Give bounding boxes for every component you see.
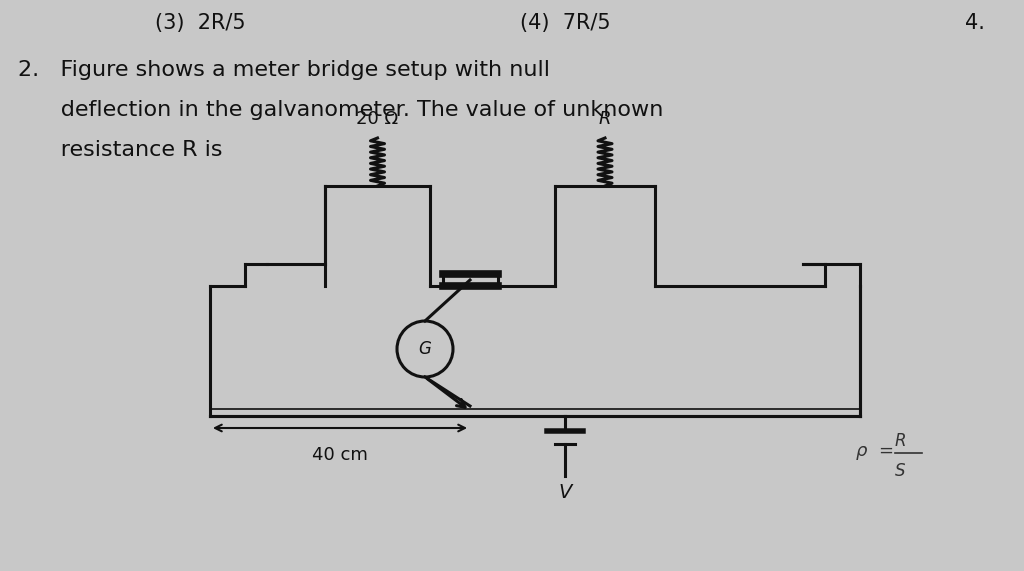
Text: 4.: 4. xyxy=(966,13,985,33)
Text: $\rho$: $\rho$ xyxy=(855,444,868,462)
Text: R: R xyxy=(599,110,611,128)
Text: (4)  7R/5: (4) 7R/5 xyxy=(520,13,610,33)
Text: V: V xyxy=(558,483,571,502)
Text: R: R xyxy=(895,432,906,450)
Text: (3)  2R/5: (3) 2R/5 xyxy=(155,13,246,33)
Text: S: S xyxy=(895,462,905,480)
Text: 40 cm: 40 cm xyxy=(312,446,368,464)
Text: deflection in the galvanometer. The value of unknown: deflection in the galvanometer. The valu… xyxy=(18,100,664,120)
Text: 2.   Figure shows a meter bridge setup with null: 2. Figure shows a meter bridge setup wit… xyxy=(18,60,550,80)
Text: =: = xyxy=(878,442,893,460)
Text: resistance R is: resistance R is xyxy=(18,140,222,160)
Text: 20 Ω: 20 Ω xyxy=(356,110,398,128)
Text: G: G xyxy=(419,340,431,358)
